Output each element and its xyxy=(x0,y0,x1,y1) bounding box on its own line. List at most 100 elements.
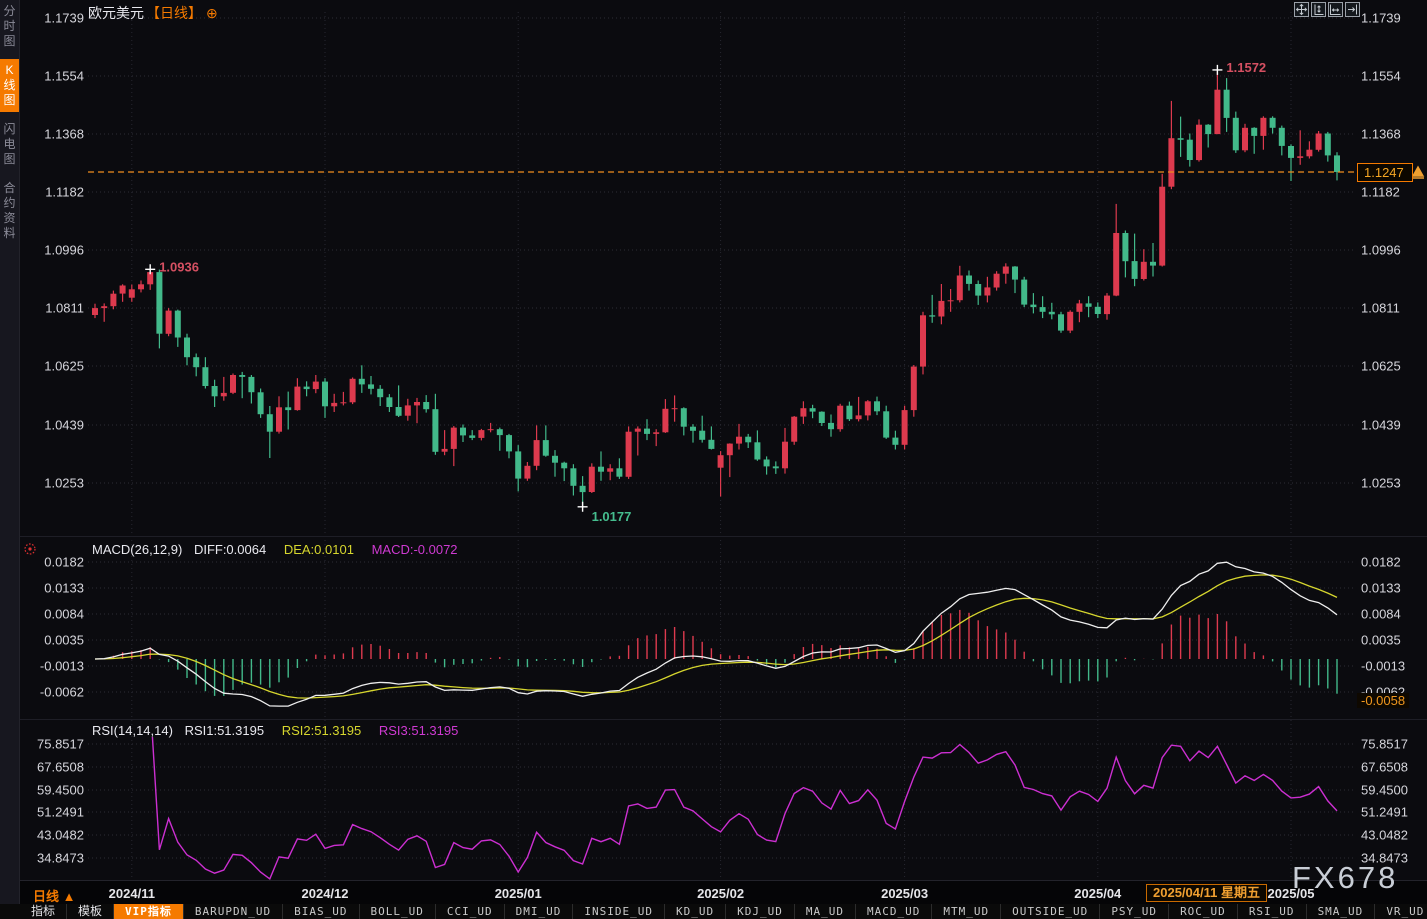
price-axis-label: 1.0996 xyxy=(1361,242,1401,258)
price-axis-label: 1.0625 xyxy=(44,358,84,374)
toolbar-item-SMA_UD[interactable]: SMA_UD xyxy=(1307,904,1376,919)
toolbar-item-ROC_UD[interactable]: ROC_UD xyxy=(1169,904,1238,919)
macd-axis-label: -0.0062 xyxy=(39,684,84,700)
period-dropdown[interactable]: 日线 ▲ xyxy=(33,889,76,904)
price-axis-label: 1.0625 xyxy=(1361,358,1401,374)
price-axis-label: 1.1182 xyxy=(1361,184,1400,200)
rsi-axis-label: 43.0482 xyxy=(1361,827,1408,843)
macd-axis-label: 0.0182 xyxy=(1361,554,1401,570)
sidebar-item-合约资料[interactable]: 合约资料 xyxy=(3,181,16,240)
chart-toolbox xyxy=(1294,2,1360,17)
macd-axis-label: 0.0084 xyxy=(1361,606,1401,622)
macd-axis-label: 0.0133 xyxy=(44,580,84,596)
toolbar-item-MTM_UD[interactable]: MTM_UD xyxy=(932,904,1002,919)
toolbar-item-MA_UD[interactable]: MA_UD xyxy=(795,904,856,919)
toolbar-item-指标[interactable]: 指标 xyxy=(20,904,68,919)
chart-header: 欧元美元 【日线】 ⊕ xyxy=(88,3,218,23)
svg-text:1.0936: 1.0936 xyxy=(159,259,199,274)
price-axis-label: 1.1554 xyxy=(1361,68,1401,84)
macd-axis-label: 0.0182 xyxy=(44,554,84,570)
price-axis-label: 1.0253 xyxy=(1361,475,1401,491)
candlestick-series xyxy=(92,69,1340,507)
rsi-axis-label: 43.0482 xyxy=(37,827,84,843)
x-axis-scale-icon[interactable] xyxy=(1328,2,1343,17)
pan-tool-icon[interactable] xyxy=(1294,2,1309,17)
month-label: 2024/11 xyxy=(108,886,155,901)
y-axis-scale-icon[interactable] xyxy=(1311,2,1326,17)
rsi-axis-label: 67.6508 xyxy=(37,759,84,775)
target-icon[interactable]: ⊕ xyxy=(206,5,218,21)
toolbar-item-OUTSIDE_UD[interactable]: OUTSIDE_UD xyxy=(1001,904,1101,919)
month-label: 2024/12 xyxy=(301,886,349,901)
price-axis-label: 1.1182 xyxy=(45,184,84,200)
symbol-name: 欧元美元 xyxy=(88,5,144,21)
macd-axis-label: 0.0035 xyxy=(44,632,84,648)
toolbar-item-PSY_UD[interactable]: PSY_UD xyxy=(1100,904,1170,919)
price-axis-label: 1.0439 xyxy=(1361,417,1401,433)
macd-macd-value: MACD:-0.0072 xyxy=(371,542,458,557)
macd-axis-label: -0.0013 xyxy=(1361,658,1406,674)
toolbar-item-BARUPDN_UD[interactable]: BARUPDN_UD xyxy=(184,904,284,919)
indicator-settings-icon[interactable] xyxy=(23,542,37,556)
sidebar-item-分时图[interactable]: 分时图 xyxy=(3,4,16,48)
macd-axis-label: 0.0035 xyxy=(1361,632,1401,648)
svg-text:1.1572: 1.1572 xyxy=(1226,60,1266,75)
rsi-axis-label: 59.4500 xyxy=(1361,782,1408,798)
rsi-axis-label: 51.2491 xyxy=(1361,804,1408,820)
macd-series xyxy=(94,561,1338,707)
month-label: 2025/04 xyxy=(1074,886,1122,901)
toolbar-item-KDJ_UD[interactable]: KDJ_UD xyxy=(726,904,795,919)
last-price-tag: 1.1247 xyxy=(1357,163,1413,182)
indicator-toolbar: 指标 模板 VIP指标 BARUPDN_UD BIAS_UD BOLL_UD CCI_UD D… xyxy=(0,904,1427,919)
macd-axis-label: 0.0084 xyxy=(44,606,84,622)
toolbar-item-VIP指标[interactable]: VIP指标 xyxy=(114,904,184,919)
toolbar-item-KD_UD[interactable]: KD_UD xyxy=(665,904,727,919)
price-axis-label: 1.0811 xyxy=(1361,300,1400,316)
svg-text:1.0177: 1.0177 xyxy=(592,509,632,524)
rsi-axis-label: 34.8473 xyxy=(37,850,84,866)
rsi2-value: RSI2:51.3195 xyxy=(281,723,362,738)
toolbar-item-VR_UD[interactable]: VR_UD xyxy=(1375,904,1427,919)
macd-axis-label: 0.0133 xyxy=(1361,580,1401,596)
macd-axis-label: -0.0013 xyxy=(39,658,84,674)
rsi-axis-label: 75.8517 xyxy=(37,736,84,752)
month-label: 2025/02 xyxy=(697,886,745,901)
toolbar-item-RSI_UD[interactable]: RSI_UD xyxy=(1238,904,1307,919)
price-axis-label: 1.1739 xyxy=(44,10,84,26)
rsi-legend: RSI(14,14,14) RSI1:51.3195 RSI2:51.3195 … xyxy=(92,723,458,738)
month-label: 2025/03 xyxy=(881,886,929,901)
rsi3-value: RSI3:51.3195 xyxy=(378,723,459,738)
macd-legend: MACD(26,12,9) DIFF:0.0064 DEA:0.0101 MAC… xyxy=(92,542,458,557)
toolbar-item-MACD_UD[interactable]: MACD_UD xyxy=(856,904,933,919)
toolbar-item-CCI_UD[interactable]: CCI_UD xyxy=(436,904,505,919)
price-axis-label: 1.1368 xyxy=(1361,126,1401,142)
price-axis-label: 1.1554 xyxy=(44,68,84,84)
toolbar-item-INSIDE_UD[interactable]: INSIDE_UD xyxy=(573,904,665,919)
toolbar-item-BIAS_UD[interactable]: BIAS_UD xyxy=(283,904,360,919)
macd-diff-value: DIFF:0.0064 xyxy=(193,542,267,557)
macd-value-tag: -0.0058 xyxy=(1357,693,1410,708)
selected-date-badge: 2025/04/11 星期五 xyxy=(1146,884,1267,902)
sidebar-item-闪电图[interactable]: 闪电图 xyxy=(3,122,16,166)
toolbar-item-模板[interactable]: 模板 xyxy=(67,904,115,919)
toolbar-item-BOLL_UD[interactable]: BOLL_UD xyxy=(360,904,436,919)
month-label: 2025/01 xyxy=(494,886,542,901)
price-axis-label: 1.0253 xyxy=(44,475,84,491)
toolbar-item-DMI_UD[interactable]: DMI_UD xyxy=(505,904,574,919)
rsi1-value: RSI1:51.3195 xyxy=(184,723,265,738)
rsi-axis-label: 59.4500 xyxy=(37,782,84,798)
price-axis-label: 1.0439 xyxy=(44,417,84,433)
rsi-axis-label: 34.8473 xyxy=(1361,850,1408,866)
month-label: 2025/05 xyxy=(1267,886,1315,901)
go-to-latest-icon[interactable] xyxy=(1345,2,1360,17)
price-axis-label: 1.1368 xyxy=(44,126,84,142)
period-tag: 【日线】 xyxy=(146,5,202,21)
rsi-series xyxy=(151,737,1338,880)
time-axis-row: 日线 ▲ 2025/04/11 星期五 2024/11 2024/12 2025/0… xyxy=(0,880,1427,905)
price-axis-label: 1.0996 xyxy=(44,242,84,258)
macd-dea-value: DEA:0.0101 xyxy=(283,542,354,557)
